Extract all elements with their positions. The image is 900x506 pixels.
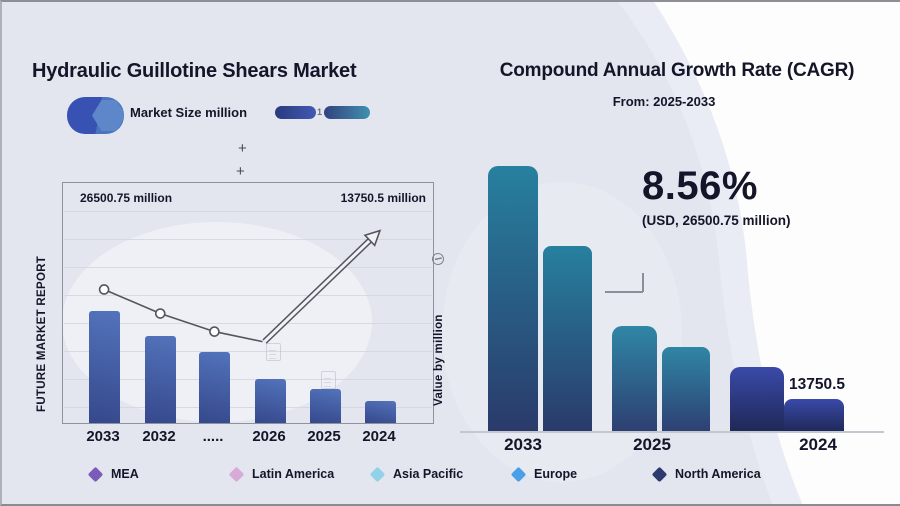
- hexagon-icon: [92, 100, 124, 131]
- market-size-chart: 26500.75 million 13750.5 million: [62, 182, 434, 424]
- diamond-icon: [651, 466, 668, 482]
- market-size-label: Market Size million: [130, 105, 248, 120]
- page-title: Hydraulic Guillotine Shears Market: [32, 60, 357, 82]
- legend-item-latin-america: Latin America: [228, 466, 372, 482]
- diamond-icon: [87, 466, 104, 482]
- cagr-title: Compound Annual Growth Rate (CAGR): [499, 60, 855, 81]
- cagr-subtitle: From: 2025-2033: [612, 94, 716, 109]
- market-size-bar-.....: [198, 352, 230, 423]
- legend-item-mea: MEA: [87, 466, 231, 482]
- callout-bracket: [605, 291, 643, 293]
- market-size-bar-2026: [254, 379, 286, 423]
- diamond-icon: [228, 466, 245, 482]
- ratio-pill-left-icon: [275, 106, 316, 119]
- region-legend: MEA Latin America Asia Pacific Europe North …: [87, 466, 795, 482]
- x-axis-line: [460, 431, 884, 433]
- document-watermark-icon: [266, 343, 281, 361]
- bar-value-annotation: 13750.5: [789, 376, 846, 393]
- market-size-bar-2033: [88, 311, 120, 423]
- value-annotation-right: 13750.5 million: [340, 191, 426, 205]
- cagr-value: 8.56%: [642, 164, 758, 208]
- legend-label: Latin America: [252, 467, 335, 481]
- legend-label: Asia Pacific: [393, 467, 464, 481]
- legend-item-asia-pacific: Asia Pacific: [369, 466, 513, 482]
- document-watermark-icon: [321, 371, 336, 389]
- y-axis-label: Value by million: [433, 314, 445, 406]
- legend-label: Europe: [534, 467, 578, 481]
- ratio-separator: 1: [317, 107, 323, 117]
- diamond-icon: [369, 466, 386, 482]
- legend-label: MEA: [111, 467, 139, 481]
- legend-label: North America: [675, 467, 761, 481]
- market-size-bar-2032: [144, 336, 176, 423]
- diamond-icon: [510, 466, 527, 482]
- watermark-vertical-label: FUTURE MARKET REPORT: [36, 255, 48, 412]
- plus-mark-icon: +: [236, 163, 245, 180]
- value-annotation-left: 26500.75 million: [80, 191, 173, 205]
- capsule-icon: [67, 97, 124, 134]
- cagr-note: (USD, 26500.75 million): [642, 213, 791, 228]
- market-size-bar-2025: [309, 389, 341, 423]
- legend-item-europe: Europe: [510, 466, 654, 482]
- trend-arrow-svg: [98, 229, 382, 344]
- gridlines: [64, 184, 432, 422]
- market-size-plot: [63, 183, 433, 423]
- callout-bracket: [642, 273, 644, 292]
- legend-item-north-america: North America: [651, 466, 795, 482]
- plus-mark-icon: +: [238, 140, 247, 157]
- ratio-pill-right-icon: [324, 106, 370, 119]
- market-size-bar-2024: [364, 401, 396, 423]
